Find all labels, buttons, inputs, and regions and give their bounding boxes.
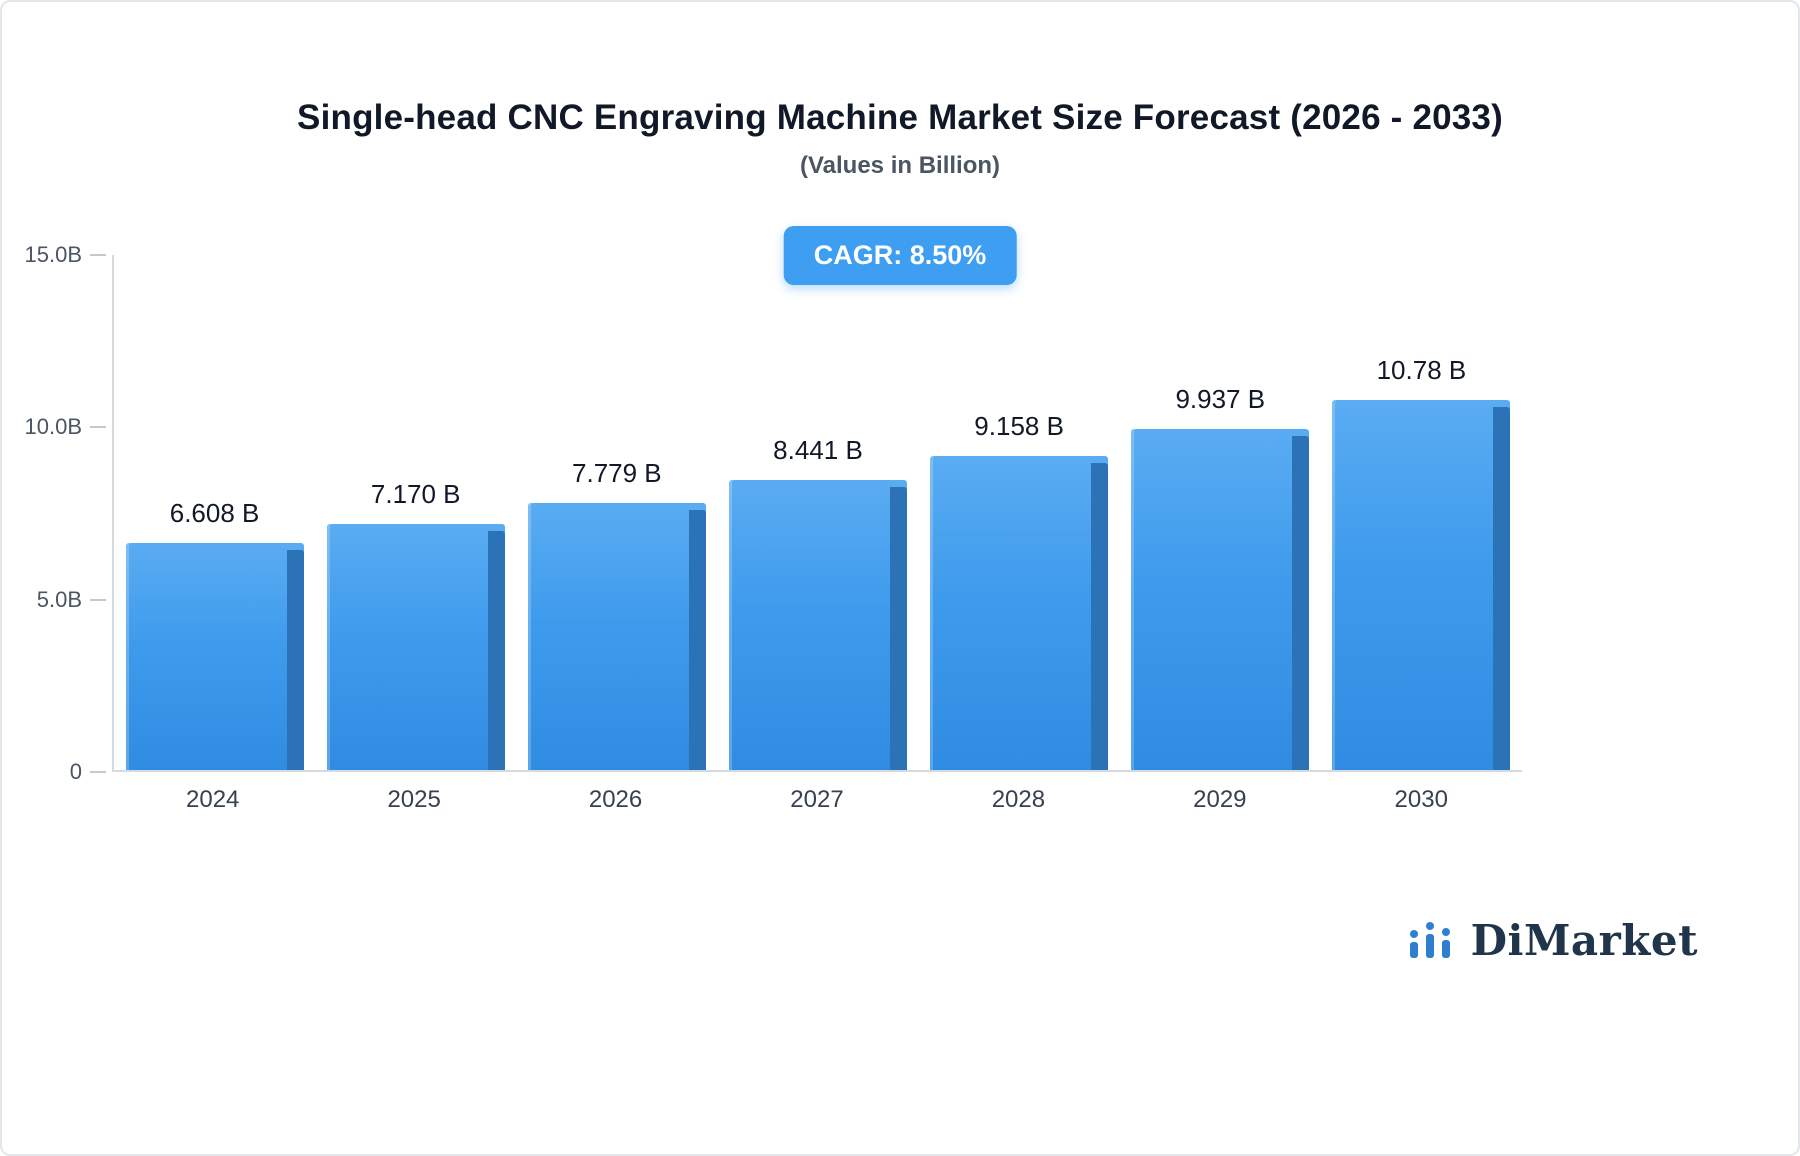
x-tick-label: 2028 xyxy=(991,786,1046,813)
bar-group-2030: 10.78 B xyxy=(1321,255,1522,771)
bar-2026: 7.779 B xyxy=(527,458,706,771)
y-tick-mark xyxy=(90,426,106,429)
bar-value-label: 9.158 B xyxy=(974,410,1064,441)
cagr-badge: CAGR: 8.50% xyxy=(783,226,1017,285)
chart-title: Single-head CNC Engraving Machine Market… xyxy=(297,98,1503,137)
x-axis: 2024 2025 2026 2027 2028 2029 2030 xyxy=(112,786,1522,814)
bar-group-2029: 9.937 B xyxy=(1120,255,1321,771)
bar-group-2027: 8.441 B xyxy=(717,255,918,770)
y-tick-label: 5.0B xyxy=(36,586,82,612)
bar-2030: 10.78 B xyxy=(1332,355,1511,771)
chart-subtitle: (Values in Billion) xyxy=(799,152,1001,179)
x-tick-label: 2029 xyxy=(1193,786,1247,813)
bar-value-label: 7.779 B xyxy=(572,457,662,488)
x-tick-label: 2024 xyxy=(186,786,240,813)
bar-group-2024: 6.608 B xyxy=(114,255,315,770)
plot-area: 6.608 B 7.170 B 7.779 B 8.441 B 9.158 B 9.937… xyxy=(112,255,1522,772)
brand-logo: DiMarket xyxy=(1405,912,1698,969)
x-tick-label: 2027 xyxy=(790,786,844,813)
brand-name: DiMarket xyxy=(1470,916,1698,965)
bar-value-label: 9.937 B xyxy=(1175,383,1266,414)
bars-row: 6.608 B 7.170 B 7.779 B 8.441 B 9.158 B 9.937… xyxy=(114,255,1522,771)
bar-chart-icon xyxy=(1405,912,1457,969)
bar-value-label: 7.170 B xyxy=(370,478,461,509)
y-tick-label: 10.0B xyxy=(24,414,83,440)
x-tick-label: 2026 xyxy=(588,786,643,813)
bar-2025: 7.170 B xyxy=(326,479,505,771)
x-tick-label: 2025 xyxy=(387,786,441,813)
bar-2027: 8.441 B xyxy=(728,435,907,770)
y-axis: 0 5.0B 10.0B 15.0B xyxy=(2,242,112,784)
y-tick-mark xyxy=(90,598,106,601)
y-tick-label: 0 xyxy=(69,759,82,784)
y-tick-mark xyxy=(90,254,106,256)
bar-group-2025: 7.170 B xyxy=(315,255,516,771)
y-tick-label: 15.0B xyxy=(24,242,83,267)
bar-2024: 6.608 B xyxy=(125,498,304,770)
bar-2028: 9.158 B xyxy=(930,411,1109,771)
bar-value-label: 6.608 B xyxy=(169,498,260,529)
bar-value-label: 10.78 B xyxy=(1376,354,1467,385)
bar-2029: 9.937 B xyxy=(1131,384,1310,771)
x-tick-label: 2030 xyxy=(1394,786,1448,813)
y-tick-mark xyxy=(90,771,106,773)
bar-value-label: 8.441 B xyxy=(773,435,863,466)
bar-group-2028: 9.158 B xyxy=(919,255,1120,771)
bar-group-2026: 7.779 B xyxy=(516,255,717,771)
